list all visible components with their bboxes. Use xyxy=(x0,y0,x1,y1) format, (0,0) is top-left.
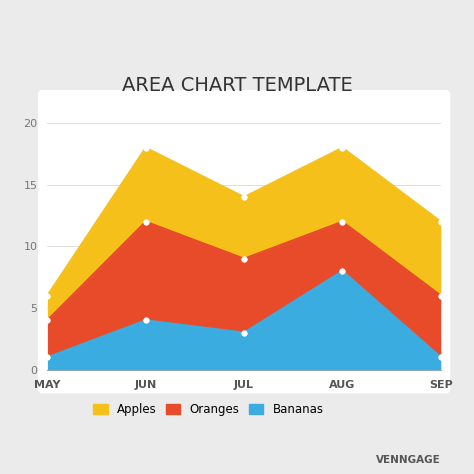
Legend: Apples, Oranges, Bananas: Apples, Oranges, Bananas xyxy=(89,398,328,421)
Text: VENNGAGE: VENNGAGE xyxy=(376,455,441,465)
Text: AREA CHART TEMPLATE: AREA CHART TEMPLATE xyxy=(122,76,352,95)
